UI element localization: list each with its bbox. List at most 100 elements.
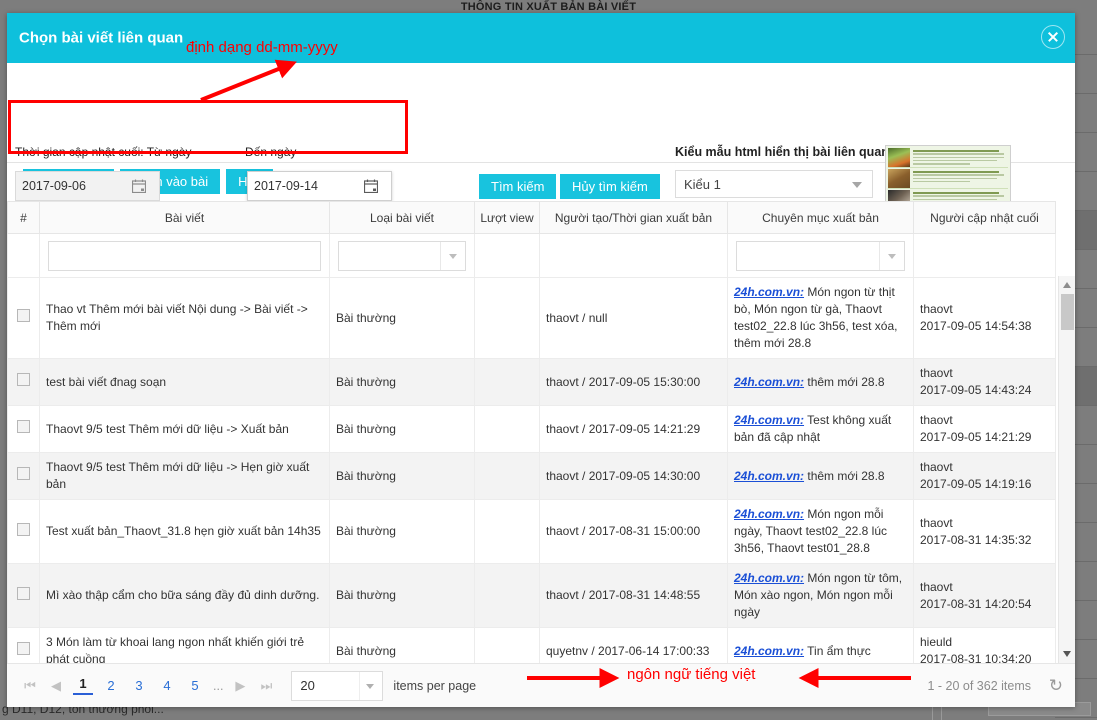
cell-updater: thaovt 2017-08-31 14:35:32 bbox=[913, 499, 1056, 564]
updater-time: 2017-09-05 14:43:24 bbox=[920, 383, 1032, 397]
category-source-link[interactable]: 24h.com.vn: bbox=[734, 468, 805, 483]
row-checkbox-cell bbox=[7, 405, 40, 453]
page-button-3[interactable]: 3 bbox=[135, 678, 143, 693]
chevron-down-icon bbox=[449, 253, 457, 259]
page-ellipsis: ... bbox=[213, 678, 224, 693]
col-views: Lượt view bbox=[474, 201, 540, 234]
filter-cell-views bbox=[474, 233, 540, 278]
category-names: Test không xuất bản đã cập nhật bbox=[734, 413, 892, 444]
col-creator: Người tạo/Thời gian xuất bản bbox=[539, 201, 728, 234]
filter-category-select[interactable] bbox=[736, 240, 905, 271]
preview-text bbox=[910, 169, 1008, 188]
col-updater: Người cập nhật cuối bbox=[913, 201, 1056, 234]
background-row bbox=[1055, 94, 1097, 133]
cell-article: Thaovt 9/5 test Thêm mới dữ liệu -> Xuất… bbox=[39, 405, 330, 453]
category-source-link[interactable]: 24h.com.vn: bbox=[734, 507, 805, 521]
template-select[interactable]: Kiểu 1 bbox=[675, 170, 873, 198]
row-checkbox-cell bbox=[7, 358, 40, 406]
cell-category: 24h.com.vn: Món ngon mỗi ngày, Thaovt te… bbox=[727, 499, 914, 564]
prev-page-button[interactable]: ◀ bbox=[51, 677, 61, 693]
scroll-up-icon[interactable] bbox=[1063, 282, 1071, 288]
table-row[interactable]: test bài viết đnag soạn Bài thường thaovt … bbox=[7, 358, 1056, 406]
row-checkbox-cell bbox=[7, 563, 40, 628]
calendar-icon[interactable] bbox=[124, 179, 154, 193]
updater-user: thaovt bbox=[920, 413, 953, 427]
category-source-link[interactable]: 24h.com.vn: bbox=[734, 571, 805, 585]
updater-time: 2017-08-31 14:20:54 bbox=[920, 596, 1032, 611]
preview-row bbox=[888, 148, 1008, 168]
page-button-2[interactable]: 2 bbox=[107, 678, 115, 693]
row-checkbox[interactable] bbox=[17, 642, 30, 655]
filter-article-input[interactable] bbox=[48, 240, 321, 271]
filter-cell-article bbox=[39, 233, 330, 278]
updater-user: thaovt bbox=[920, 366, 953, 380]
row-checkbox[interactable] bbox=[17, 586, 30, 600]
category-source-link[interactable]: 24h.com.vn: bbox=[734, 285, 805, 299]
date-from-field[interactable] bbox=[15, 171, 160, 201]
updater-user: thaovt bbox=[920, 579, 953, 594]
page-size-select[interactable]: 20 bbox=[291, 670, 384, 701]
date-to-label: Đến ngày bbox=[245, 145, 297, 159]
table-row[interactable]: Thao vt Thêm mới bài viết Nội dung -> Bà… bbox=[7, 277, 1056, 359]
col-index: # bbox=[7, 201, 40, 234]
cell-views bbox=[474, 358, 540, 406]
row-checkbox[interactable] bbox=[17, 522, 30, 536]
close-icon[interactable] bbox=[1041, 25, 1065, 49]
table-scrollbar[interactable] bbox=[1058, 276, 1075, 663]
page-button-1[interactable]: 1 bbox=[73, 676, 93, 695]
date-from-input[interactable] bbox=[16, 173, 124, 199]
background-row bbox=[1055, 250, 1097, 289]
scrollbar-thumb[interactable] bbox=[1061, 294, 1074, 330]
preview-image bbox=[888, 169, 910, 188]
filter-cell-type bbox=[329, 233, 475, 278]
cell-creator: quyetnv / 2017-06-14 17:00:33 bbox=[539, 627, 728, 663]
cell-category: 24h.com.vn: thêm mới 28.8 bbox=[727, 452, 914, 500]
date-to-input[interactable] bbox=[248, 173, 356, 199]
updater-time: 2017-08-31 10:34:20 bbox=[920, 652, 1032, 663]
page-button-5[interactable]: 5 bbox=[191, 678, 199, 693]
search-button[interactable]: Tìm kiếm bbox=[479, 174, 557, 199]
background-row bbox=[1055, 55, 1097, 94]
updater-time: 2017-08-31 14:35:32 bbox=[920, 532, 1032, 547]
cell-type: Bài thường bbox=[329, 563, 475, 628]
row-checkbox[interactable] bbox=[17, 309, 30, 322]
row-checkbox[interactable] bbox=[17, 467, 30, 480]
cell-type: Bài thường bbox=[329, 358, 475, 406]
related-articles-modal: Chọn bài viết liên quan Thời gian cập nh… bbox=[7, 13, 1075, 707]
table-row[interactable]: 3 Món làm từ khoai lang ngon nhất khiến … bbox=[7, 627, 1056, 663]
table-row[interactable]: Mì xào thập cẩm cho bữa sáng đầy đủ dinh… bbox=[7, 563, 1056, 628]
scroll-down-icon[interactable] bbox=[1063, 651, 1071, 657]
preview-text bbox=[910, 148, 1008, 167]
table-row[interactable]: Thaovt 9/5 test Thêm mới dữ liệu -> Xuất… bbox=[7, 405, 1056, 453]
category-names: thêm mới 28.8 bbox=[807, 374, 885, 389]
filter-type-select[interactable] bbox=[338, 240, 466, 271]
table-row[interactable]: Test xuất bản_Thaovt_31.8 hẹn giờ xuất b… bbox=[7, 499, 1056, 564]
last-page-button[interactable]: ⏭ bbox=[260, 677, 273, 693]
items-per-page-label: items per page bbox=[393, 678, 477, 693]
first-page-button[interactable]: ⏮ bbox=[24, 677, 36, 693]
category-source-link[interactable]: 24h.com.vn: bbox=[734, 643, 805, 658]
next-page-button[interactable]: ▶ bbox=[235, 677, 246, 693]
date-to-field[interactable] bbox=[247, 171, 392, 201]
calendar-icon[interactable] bbox=[356, 179, 386, 193]
background-row bbox=[1055, 289, 1097, 328]
table-row[interactable]: Thaovt 9/5 test Thêm mới dữ liệu -> Hẹn … bbox=[7, 452, 1056, 500]
chevron-down-icon bbox=[888, 253, 896, 259]
page-button-4[interactable]: 4 bbox=[163, 678, 171, 693]
cell-article: 3 Món làm từ khoai lang ngon nhất khiến … bbox=[39, 627, 330, 663]
cell-article: Thao vt Thêm mới bài viết Nội dung -> Bà… bbox=[39, 277, 330, 359]
row-checkbox[interactable] bbox=[17, 373, 30, 386]
cell-views bbox=[474, 405, 540, 453]
category-names: Tin ẩm thực bbox=[807, 643, 871, 658]
category-source-link[interactable]: 24h.com.vn: bbox=[734, 374, 805, 389]
refresh-icon[interactable]: ↻ bbox=[1048, 675, 1063, 695]
cell-creator: thaovt / 2017-08-31 15:00:00 bbox=[539, 499, 728, 564]
cell-creator: thaovt / 2017-08-31 14:48:55 bbox=[539, 563, 728, 628]
row-checkbox[interactable] bbox=[17, 420, 30, 433]
clear-search-button[interactable]: Hủy tìm kiếm bbox=[560, 174, 660, 199]
cell-article: Test xuất bản_Thaovt_31.8 hẹn giờ xuất b… bbox=[39, 499, 330, 564]
row-checkbox-cell bbox=[7, 277, 40, 359]
filter-cell-creator bbox=[539, 233, 728, 278]
cell-updater: thaovt 2017-09-05 14:43:24 bbox=[913, 358, 1056, 406]
category-source-link[interactable]: 24h.com.vn: bbox=[734, 413, 805, 427]
